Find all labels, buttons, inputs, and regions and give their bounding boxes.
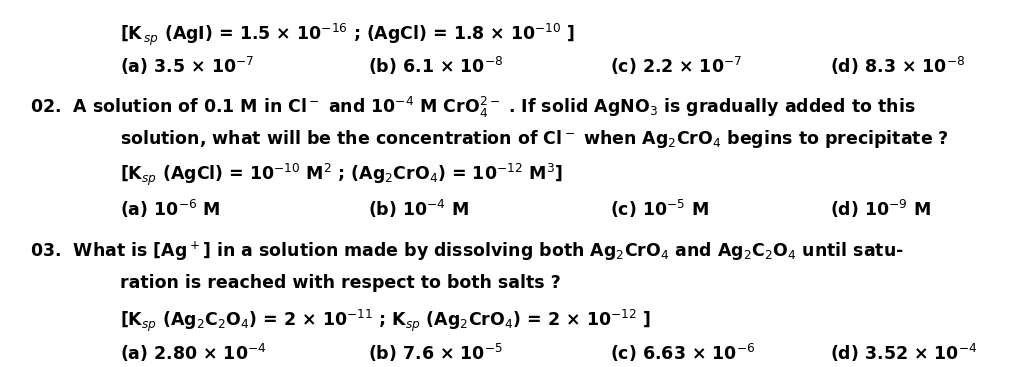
Text: (c) 10$^{-5}$ M: (c) 10$^{-5}$ M (610, 198, 709, 220)
Text: (b) 6.1 × 10$^{-8}$: (b) 6.1 × 10$^{-8}$ (368, 55, 503, 77)
Text: (d) 10$^{-9}$ M: (d) 10$^{-9}$ M (830, 198, 931, 220)
Text: [K$_{sp}$ (Ag$_2$C$_2$O$_4$) = 2 × 10$^{-11}$ ; K$_{sp}$ (Ag$_2$CrO$_4$) = 2 × 1: [K$_{sp}$ (Ag$_2$C$_2$O$_4$) = 2 × 10$^{… (120, 308, 651, 334)
Text: solution, what will be the concentration of Cl$^-$ when Ag$_2$CrO$_4$ begins to : solution, what will be the concentration… (120, 128, 949, 150)
Text: (a) 2.80 × 10$^{-4}$: (a) 2.80 × 10$^{-4}$ (120, 342, 266, 364)
Text: (c) 2.2 × 10$^{-7}$: (c) 2.2 × 10$^{-7}$ (610, 55, 742, 77)
Text: (c) 6.63 × 10$^{-6}$: (c) 6.63 × 10$^{-6}$ (610, 342, 756, 364)
Text: (a) 3.5 × 10$^{-7}$: (a) 3.5 × 10$^{-7}$ (120, 55, 254, 77)
Text: (b) 10$^{-4}$ M: (b) 10$^{-4}$ M (368, 198, 469, 220)
Text: (d) 3.52 × 10$^{-4}$: (d) 3.52 × 10$^{-4}$ (830, 342, 978, 364)
Text: 02.  A solution of 0.1 M in Cl$^-$ and 10$^{-4}$ M CrO$_4^{2-}$ . If solid AgNO$: 02. A solution of 0.1 M in Cl$^-$ and 10… (30, 95, 915, 120)
Text: (d) 8.3 × 10$^{-8}$: (d) 8.3 × 10$^{-8}$ (830, 55, 966, 77)
Text: (a) 10$^{-6}$ M: (a) 10$^{-6}$ M (120, 198, 220, 220)
Text: 03.  What is [Ag$^+$] in a solution made by dissolving both Ag$_2$CrO$_4$ and Ag: 03. What is [Ag$^+$] in a solution made … (30, 240, 904, 263)
Text: (b) 7.6 × 10$^{-5}$: (b) 7.6 × 10$^{-5}$ (368, 342, 503, 364)
Text: [K$_{sp}$ (AgCl) = 10$^{-10}$ M$^2$ ; (Ag$_2$CrO$_4$) = 10$^{-12}$ M$^3$]: [K$_{sp}$ (AgCl) = 10$^{-10}$ M$^2$ ; (A… (120, 162, 562, 188)
Text: [K$_{\/sp}$ (AgI) = 1.5 × 10$^{-16}$ ; (AgCl) = 1.8 × 10$^{-10}$ ]: [K$_{\/sp}$ (AgI) = 1.5 × 10$^{-16}$ ; (… (120, 22, 575, 48)
Text: ration is reached with respect to both salts ?: ration is reached with respect to both s… (120, 274, 561, 292)
